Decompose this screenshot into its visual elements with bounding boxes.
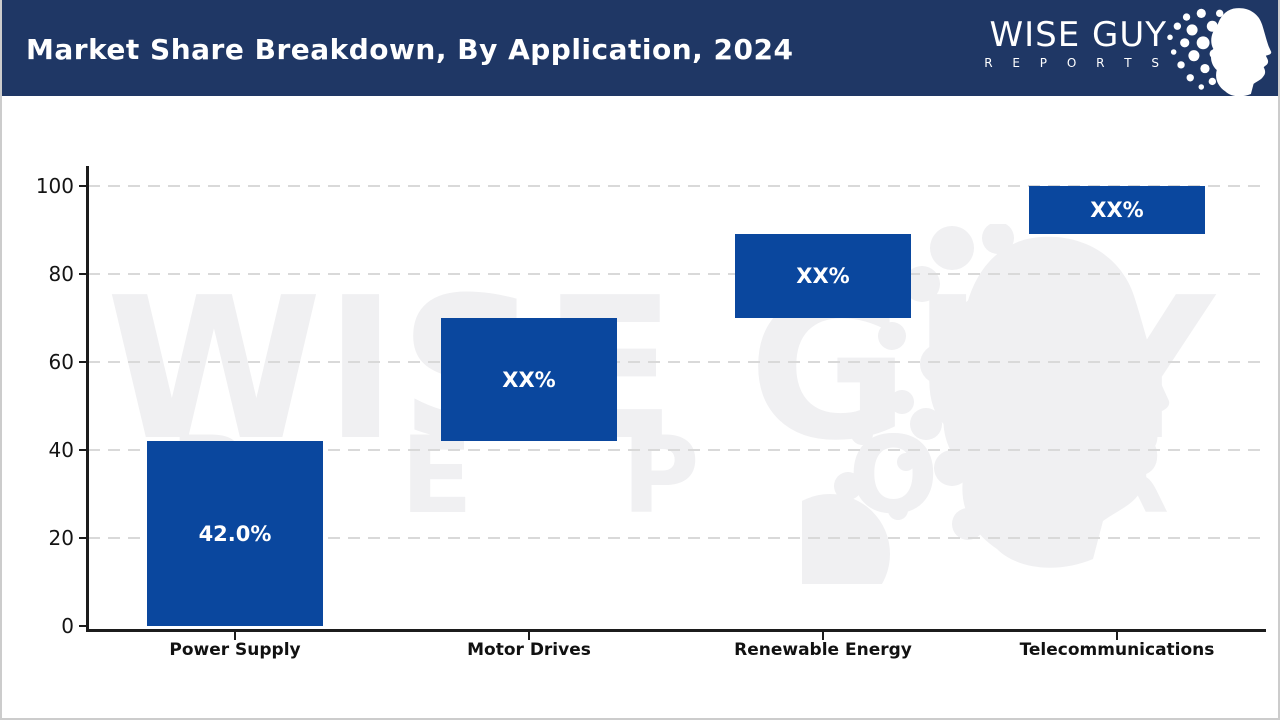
y-tick-label: 40: [48, 438, 74, 462]
x-tick: [528, 632, 530, 640]
bar-renewable-energy: XX%: [735, 234, 911, 318]
x-axis-label: Telecommunications: [1019, 640, 1215, 660]
logo-subtext: R E P O R T S: [984, 56, 1167, 70]
page-title: Market Share Breakdown, By Application, …: [26, 33, 794, 66]
y-gridline: [88, 185, 1264, 187]
y-tick: [79, 537, 87, 539]
bar-value-label: XX%: [796, 264, 850, 289]
bar-value-label: 42.0%: [198, 521, 272, 546]
y-tick: [79, 185, 87, 187]
y-gridline: [88, 273, 1264, 275]
x-tick: [234, 632, 236, 640]
logo-text: WISE GUY R E P O R T S: [984, 16, 1167, 70]
bar-value-label: XX%: [1090, 198, 1144, 223]
y-tick-label: 100: [35, 174, 74, 198]
chart-area: WISE GUY R E P O R T S 02040608010042.0%…: [2, 96, 1278, 718]
bar-power-supply: 42.0%: [147, 441, 323, 626]
bar-motor-drives: XX%: [441, 318, 617, 442]
bar-telecommunications: XX%: [1029, 186, 1205, 235]
y-tick: [79, 449, 87, 451]
y-tick-label: 80: [48, 262, 74, 286]
logo-face-icon: [1167, 8, 1272, 97]
y-gridline: [88, 449, 1264, 451]
y-tick: [79, 361, 87, 363]
x-tick: [822, 632, 824, 640]
y-tick-label: 60: [48, 350, 74, 374]
y-axis: [86, 166, 89, 631]
bar-value-label: XX%: [502, 367, 556, 392]
x-axis-label: Renewable Energy: [734, 640, 912, 660]
y-tick: [79, 273, 87, 275]
x-axis-label: Power Supply: [169, 640, 301, 660]
logo-wordmark: WISE GUY: [989, 15, 1167, 55]
y-tick-label: 0: [61, 614, 74, 638]
x-axis: [86, 629, 1266, 632]
y-tick-label: 20: [48, 526, 74, 550]
x-tick: [1116, 632, 1118, 640]
y-gridline: [88, 361, 1264, 363]
y-tick: [79, 625, 87, 627]
y-gridline: [88, 537, 1264, 539]
x-axis-label: Motor Drives: [467, 640, 591, 660]
wise-guy-logo: WISE GUY R E P O R T S: [984, 2, 1272, 97]
header-banner: Market Share Breakdown, By Application, …: [2, 0, 1278, 97]
